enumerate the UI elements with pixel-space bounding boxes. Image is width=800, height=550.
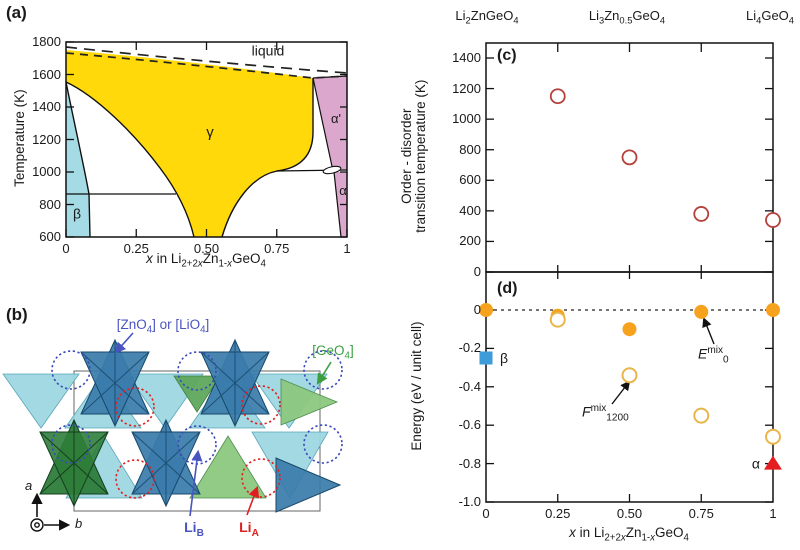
d-filled-point xyxy=(766,303,780,317)
d-open-point xyxy=(621,367,638,384)
d-ytick-label: -0.2 xyxy=(458,340,481,356)
geo4-arrow xyxy=(316,361,332,385)
a-ytick-label: 1400 xyxy=(32,99,61,115)
a-ytick-label: 1600 xyxy=(32,66,61,82)
liB-arrow xyxy=(189,449,203,517)
f-mix-label: Fmix1200 xyxy=(582,403,629,424)
d-xtick-label: 0.25 xyxy=(545,506,571,521)
liA-arrow xyxy=(246,485,260,516)
a-xtick-label: 0.75 xyxy=(264,241,290,256)
phase-diagram xyxy=(65,41,348,238)
d-open-point xyxy=(549,311,566,328)
panel-c-letter: (c) xyxy=(497,47,517,64)
geo4-label: [GeO4] xyxy=(312,343,354,362)
a-ytick-label: 1200 xyxy=(32,131,61,147)
c-ytick-label: 200 xyxy=(459,233,481,249)
c-data-point xyxy=(621,149,638,166)
d-open-point xyxy=(765,428,781,445)
c-ytick-label: 400 xyxy=(459,203,481,219)
a-y-axis-label: Temperature (K) xyxy=(11,89,27,187)
f-mix-arrow xyxy=(611,380,631,405)
gamma-region xyxy=(66,50,313,237)
d-open-point xyxy=(693,407,710,424)
c-ytick-label: 600 xyxy=(459,172,481,188)
axes-indicator xyxy=(30,492,71,532)
dynamic-graphics xyxy=(65,41,782,503)
a-xtick-label: 0 xyxy=(62,241,70,256)
alpha-prime-region xyxy=(313,76,347,171)
a-ytick-label: 800 xyxy=(39,196,61,212)
beta-point-label: β xyxy=(500,350,509,366)
formula-li3zn05geo4: Li3Zn0.5GeO4 xyxy=(588,8,666,26)
d-xtick-label: 0.75 xyxy=(688,506,714,521)
liquidus-line xyxy=(65,46,348,74)
c-y-axis-label: Order - disorder transition temperature … xyxy=(398,36,428,276)
d-xtick-label: 0 xyxy=(482,506,490,521)
e-mix-arrow xyxy=(702,317,715,345)
region-label-liquid: liquid xyxy=(251,42,285,59)
liA-site-circles xyxy=(115,385,281,499)
panel-b-letter: (b) xyxy=(6,305,28,324)
d-ytick-label: -0.4 xyxy=(458,378,481,394)
d-filled-point xyxy=(622,322,637,337)
a-xtick-label: 0.50 xyxy=(193,241,220,256)
d-filled-point xyxy=(479,303,493,317)
zno4-label: [ZnO4] or [LiO4] xyxy=(116,317,210,336)
c-y-axis-label-line1: Order - disorder xyxy=(398,108,414,204)
c-ytick-label: 1000 xyxy=(452,111,481,127)
d-filled-point xyxy=(694,304,709,319)
liB-site-circles xyxy=(51,350,343,465)
region-label-beta: β xyxy=(72,205,82,222)
d-xtick-label: 1 xyxy=(769,506,777,521)
c-ytick-label: 0 xyxy=(473,264,481,280)
panel-d-letter: (d) xyxy=(497,280,518,297)
green-tetrahedra xyxy=(39,375,339,508)
d-xtick-label: 0.50 xyxy=(616,506,643,521)
liB-label: LiB xyxy=(184,519,204,539)
d-ytick-label: 0 xyxy=(473,302,481,318)
e-mix-label: Emix0 xyxy=(698,345,729,366)
crystal-structure xyxy=(2,332,343,532)
d-alpha-triangle xyxy=(764,455,782,470)
a-ytick-label: 600 xyxy=(39,229,61,245)
d-beta-square xyxy=(479,351,493,365)
axis-a-label: a xyxy=(25,478,33,493)
c-data-point xyxy=(693,206,710,222)
zno4-arrow xyxy=(114,332,134,354)
c-data-point xyxy=(765,212,781,228)
a-x-axis-label: x in Li2+2xZn1-xGeO4 xyxy=(146,251,266,270)
d-ytick-label: -0.6 xyxy=(458,417,481,433)
beta-region xyxy=(66,82,90,237)
d-y-axis-label: Energy (eV / unit cell) xyxy=(408,321,424,451)
c-ytick-label: 800 xyxy=(459,141,481,157)
a-ytick-label: 1000 xyxy=(32,164,61,180)
formula-li4geo4: Li4GeO4 xyxy=(746,8,794,26)
panel-a-letter: (a) xyxy=(6,3,27,22)
solidus-line xyxy=(65,52,348,79)
d-ytick-label: -1.0 xyxy=(458,494,481,510)
a-ytick-label: 1800 xyxy=(32,34,61,50)
d-x-axis-label: x in Li2+2xZn1-xGeO4 xyxy=(569,525,689,544)
c-data-point xyxy=(549,88,566,105)
liA-label: LiA xyxy=(239,519,259,539)
c-ytick-label: 1400 xyxy=(452,50,481,66)
region-label-alpha-prime: α' xyxy=(331,111,341,127)
region-label-gamma: γ xyxy=(206,124,214,142)
a-xtick-label: 0.25 xyxy=(123,241,149,256)
alpha-point-label: α xyxy=(751,455,760,472)
a-xtick-label: 1 xyxy=(343,241,351,256)
c-ytick-label: 1200 xyxy=(452,80,481,96)
c-y-axis-label-line2: transition temperature (K) xyxy=(413,79,428,233)
formula-li2zngeo4: Li2ZnGeO4 xyxy=(455,8,519,26)
axis-b-label: b xyxy=(75,516,83,531)
d-ytick-label: -0.8 xyxy=(458,455,481,471)
eutectoid-lens xyxy=(322,165,342,175)
region-label-alpha: α xyxy=(339,183,347,199)
